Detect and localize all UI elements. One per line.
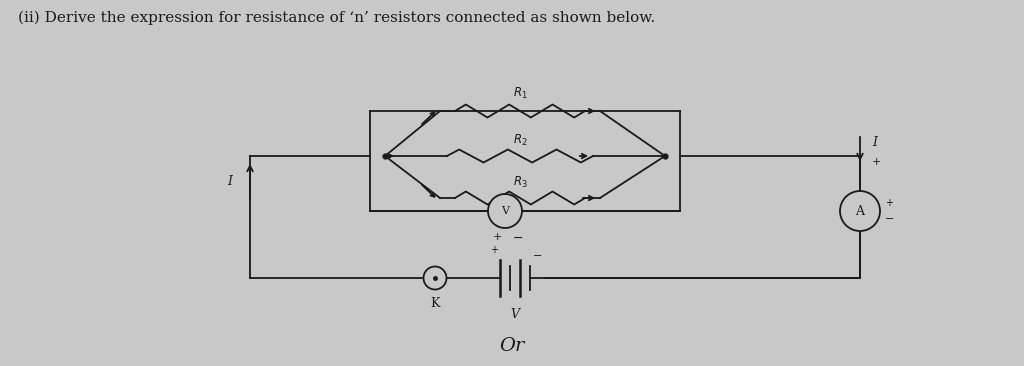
Text: +: +: [490, 245, 498, 255]
Text: (ii) Derive the expression for resistance of ‘n’ resistors connected as shown be: (ii) Derive the expression for resistanc…: [18, 11, 655, 25]
Text: V: V: [511, 308, 519, 321]
Text: +: +: [872, 157, 882, 167]
Circle shape: [840, 191, 880, 231]
Text: $R_1$: $R_1$: [513, 86, 527, 101]
Text: V: V: [501, 206, 509, 216]
Text: +: +: [885, 198, 893, 208]
Circle shape: [488, 194, 522, 228]
Text: −: −: [513, 232, 523, 245]
Text: I: I: [227, 175, 232, 187]
Circle shape: [424, 266, 446, 290]
Text: A: A: [855, 205, 864, 217]
Text: K: K: [430, 297, 439, 310]
Text: $R_2$: $R_2$: [513, 133, 527, 148]
Text: −: −: [534, 251, 543, 261]
Text: Or: Or: [500, 337, 524, 355]
Text: $R_3$: $R_3$: [513, 175, 527, 190]
Text: +: +: [493, 232, 502, 242]
Text: −: −: [885, 214, 894, 224]
Text: I: I: [872, 135, 877, 149]
